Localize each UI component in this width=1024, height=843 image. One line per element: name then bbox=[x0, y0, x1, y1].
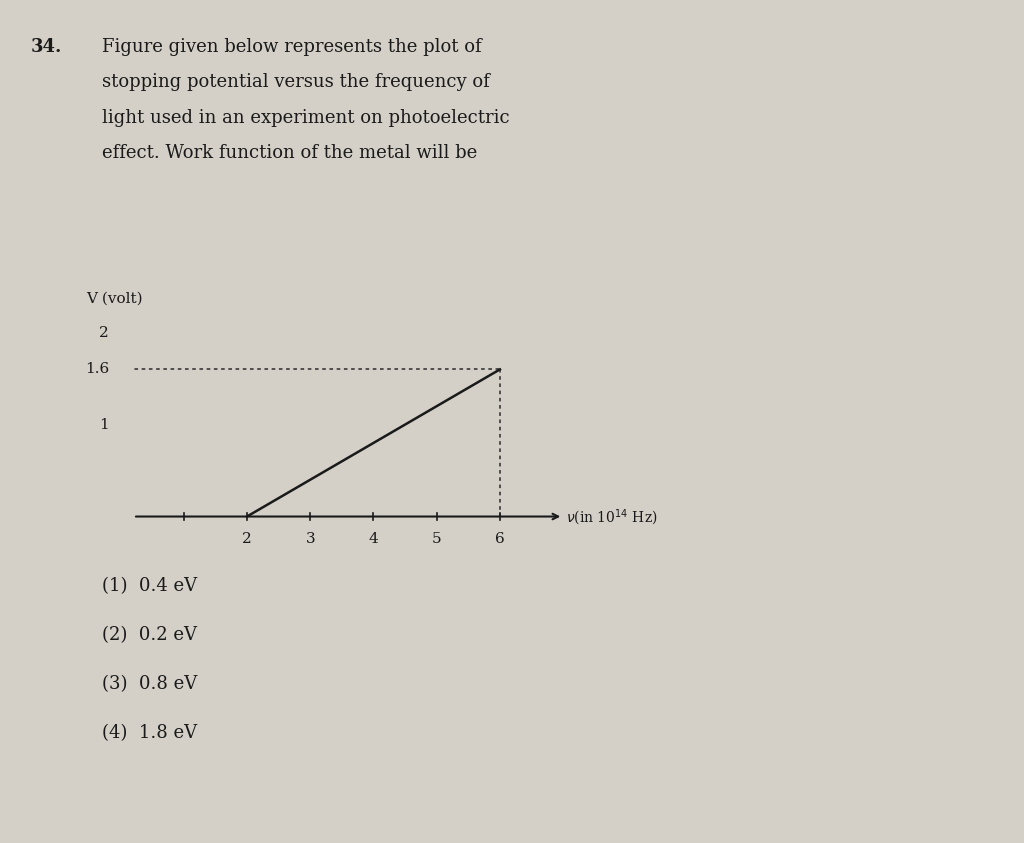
Text: 1: 1 bbox=[99, 417, 110, 432]
Text: 4: 4 bbox=[369, 532, 378, 546]
Text: 5: 5 bbox=[432, 532, 441, 546]
Text: 2: 2 bbox=[242, 532, 252, 546]
Text: stopping potential versus the frequency of: stopping potential versus the frequency … bbox=[102, 73, 490, 91]
Text: 1.6: 1.6 bbox=[85, 362, 110, 376]
Text: (3)  0.8 eV: (3) 0.8 eV bbox=[102, 675, 198, 693]
Text: light used in an experiment on photoelectric: light used in an experiment on photoelec… bbox=[102, 109, 510, 126]
Text: $\nu$(in 10$^{14}$ Hz): $\nu$(in 10$^{14}$ Hz) bbox=[566, 508, 658, 529]
Text: 2: 2 bbox=[99, 325, 110, 340]
Text: 6: 6 bbox=[495, 532, 505, 546]
Text: (1)  0.4 eV: (1) 0.4 eV bbox=[102, 577, 198, 595]
Text: 34.: 34. bbox=[31, 38, 62, 56]
Text: Figure given below represents the plot of: Figure given below represents the plot o… bbox=[102, 38, 482, 56]
Text: effect. Work function of the metal will be: effect. Work function of the metal will … bbox=[102, 144, 477, 162]
Text: 3: 3 bbox=[305, 532, 315, 546]
Text: (2)  0.2 eV: (2) 0.2 eV bbox=[102, 626, 198, 644]
Text: (4)  1.8 eV: (4) 1.8 eV bbox=[102, 724, 198, 742]
Text: V (volt): V (volt) bbox=[86, 291, 142, 305]
